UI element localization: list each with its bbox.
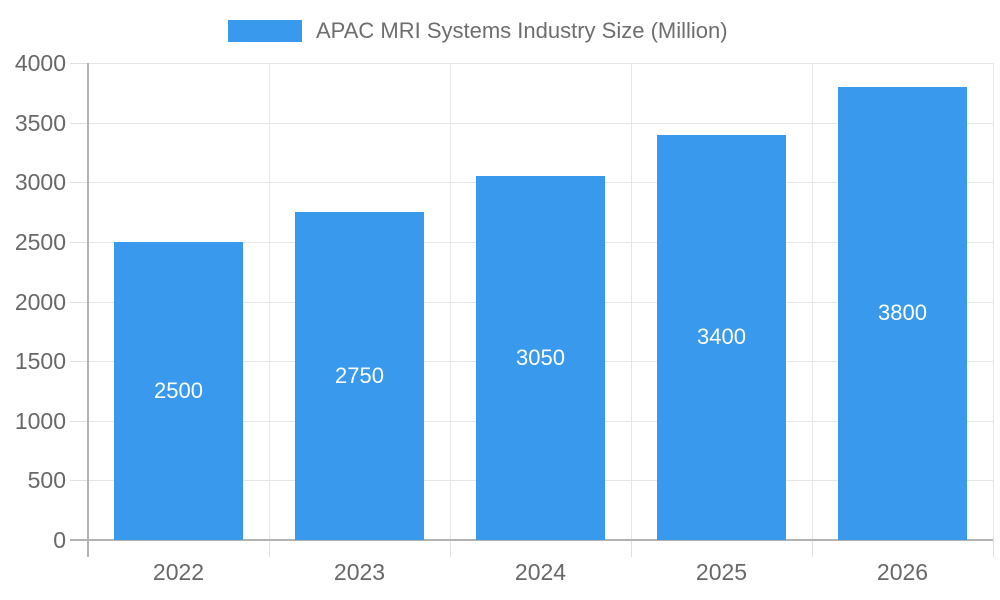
- y-axis-tick-label: 0: [53, 527, 66, 553]
- y-axis-tick-label: 3000: [14, 169, 66, 195]
- y-axis-tick-label: 500: [27, 467, 66, 493]
- y-axis-tick: [70, 123, 88, 124]
- bar-2026[interactable]: [838, 87, 967, 540]
- gridline-vertical: [450, 63, 451, 540]
- bar-2022[interactable]: [114, 242, 243, 540]
- x-axis-tick: [631, 540, 632, 557]
- gridline-horizontal: [88, 63, 993, 64]
- x-axis-tick: [812, 540, 813, 557]
- x-axis-tick: [450, 540, 451, 557]
- x-axis-tick: [993, 540, 994, 557]
- y-axis-tick-label: 1000: [14, 408, 66, 434]
- y-axis-tick: [70, 421, 88, 422]
- y-axis-tick: [70, 480, 88, 481]
- y-axis-tick-label: 1500: [14, 348, 66, 374]
- gridline-vertical: [812, 63, 813, 540]
- x-axis-tick-label: 2022: [152, 559, 205, 585]
- y-axis-line: [87, 63, 89, 557]
- y-axis-tick: [70, 361, 88, 362]
- y-axis-tick: [70, 242, 88, 243]
- x-axis-tick-label: 2025: [695, 559, 748, 585]
- x-axis-tick-label: 2026: [876, 559, 929, 585]
- y-axis-tick-label: 2000: [14, 289, 66, 315]
- legend-item[interactable]: APAC MRI Systems Industry Size (Million): [228, 18, 728, 44]
- bar-2023[interactable]: [295, 212, 424, 540]
- gridline-horizontal: [88, 123, 993, 124]
- gridline-vertical: [631, 63, 632, 540]
- x-axis-tick-label: 2024: [514, 559, 567, 585]
- gridline-vertical: [993, 63, 994, 540]
- legend-label: APAC MRI Systems Industry Size (Million): [316, 18, 728, 43]
- y-axis-tick: [70, 63, 88, 64]
- y-axis-tick: [70, 302, 88, 303]
- y-axis-tick-label: 4000: [14, 50, 66, 76]
- x-axis-tick: [269, 540, 270, 557]
- y-axis-tick-label: 2500: [14, 229, 66, 255]
- bar-2025[interactable]: [657, 135, 786, 540]
- x-axis-tick-label: 2023: [333, 559, 386, 585]
- y-axis-tick-label: 3500: [14, 110, 66, 136]
- legend-swatch-icon: [228, 20, 302, 42]
- y-axis-tick: [70, 182, 88, 183]
- x-axis-baseline: [70, 539, 993, 541]
- bar-2024[interactable]: [476, 176, 605, 540]
- gridline-vertical: [269, 63, 270, 540]
